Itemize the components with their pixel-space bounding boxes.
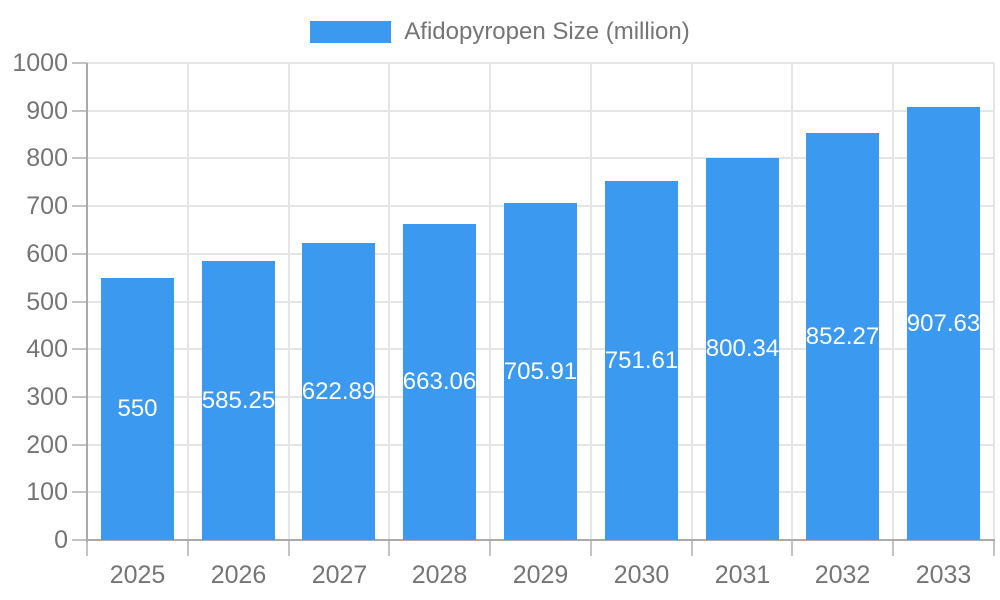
bar-value-label: 751.61 [604, 347, 679, 374]
x-gridline [791, 63, 793, 540]
y-axis-label: 400 [26, 335, 68, 363]
x-axis-label: 2031 [714, 561, 771, 589]
x-axis-line [86, 539, 995, 541]
bar[interactable] [605, 181, 678, 540]
bar-value-label: 550 [117, 395, 158, 422]
bar[interactable] [101, 278, 174, 540]
bar[interactable] [706, 158, 779, 540]
x-axis-tick [892, 540, 894, 556]
y-axis-tick [72, 491, 87, 493]
y-gridline [87, 157, 994, 159]
x-axis-label: 2029 [512, 561, 569, 589]
x-gridline [993, 63, 995, 540]
x-axis-label: 2026 [210, 561, 267, 589]
x-gridline [892, 63, 894, 540]
y-axis-tick [72, 205, 87, 207]
bar-value-label: 907.63 [906, 310, 981, 337]
bar-value-label: 585.25 [201, 387, 276, 414]
x-axis-tick [86, 540, 88, 556]
bar[interactable] [302, 243, 375, 540]
y-axis-label: 900 [26, 97, 68, 125]
legend-swatch [310, 21, 392, 43]
y-axis-label: 1000 [12, 49, 68, 77]
y-axis-line [86, 63, 88, 542]
y-axis-tick [72, 110, 87, 112]
legend[interactable]: Afidopyropen Size (million) [0, 17, 1000, 47]
y-axis-label: 700 [26, 192, 68, 220]
bar[interactable] [907, 107, 980, 540]
y-axis-label: 300 [26, 383, 68, 411]
y-axis-label: 0 [54, 526, 68, 554]
x-gridline [187, 63, 189, 540]
y-axis-tick [72, 539, 87, 541]
x-axis-tick [590, 540, 592, 556]
y-axis-label: 100 [26, 478, 68, 506]
y-axis-tick [72, 253, 87, 255]
y-axis-tick [72, 396, 87, 398]
bar[interactable] [806, 133, 879, 540]
x-axis-tick [187, 540, 189, 556]
y-axis-tick [72, 348, 87, 350]
x-axis-label: 2033 [915, 561, 972, 589]
y-axis-tick [72, 444, 87, 446]
y-axis-label: 200 [26, 431, 68, 459]
x-gridline [288, 63, 290, 540]
bar-value-label: 800.34 [705, 335, 780, 362]
bar-value-label: 705.91 [503, 358, 578, 385]
bar[interactable] [202, 261, 275, 540]
bar-value-label: 663.06 [402, 368, 477, 395]
x-axis-label: 2027 [311, 561, 368, 589]
y-axis-label: 500 [26, 288, 68, 316]
x-axis-label: 2030 [613, 561, 670, 589]
legend-label: Afidopyropen Size (million) [404, 18, 690, 45]
bar-value-label: 622.89 [301, 378, 376, 405]
y-gridline [87, 62, 994, 64]
y-axis-tick [72, 62, 87, 64]
y-gridline [87, 110, 994, 112]
y-axis-tick [72, 301, 87, 303]
x-gridline [691, 63, 693, 540]
bar-value-label: 852.27 [805, 323, 880, 350]
x-axis-tick [691, 540, 693, 556]
y-axis-tick [72, 157, 87, 159]
bar[interactable] [403, 224, 476, 540]
x-axis-label: 2032 [814, 561, 871, 589]
x-gridline [388, 63, 390, 540]
x-axis-tick [489, 540, 491, 556]
x-axis-tick [993, 540, 995, 556]
x-axis-tick [288, 540, 290, 556]
bar[interactable] [504, 203, 577, 540]
x-gridline [590, 63, 592, 540]
x-gridline [489, 63, 491, 540]
y-axis-label: 800 [26, 144, 68, 172]
x-axis-label: 2028 [411, 561, 468, 589]
y-axis-label: 600 [26, 240, 68, 268]
x-axis-label: 2025 [109, 561, 166, 589]
x-axis-tick [388, 540, 390, 556]
x-axis-tick [791, 540, 793, 556]
